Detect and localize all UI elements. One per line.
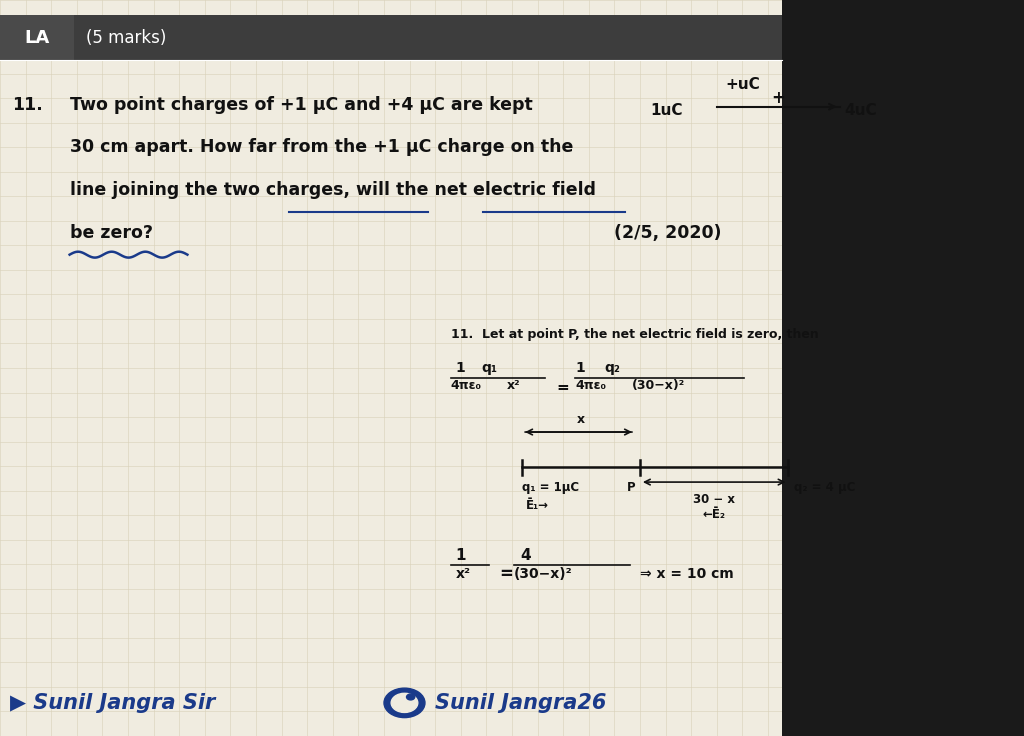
Text: q₂: q₂ <box>604 361 621 375</box>
Text: Two point charges of +1 μC and +4 μC are kept: Two point charges of +1 μC and +4 μC are… <box>70 96 532 113</box>
Text: x²: x² <box>507 379 520 392</box>
Text: 1: 1 <box>575 361 586 375</box>
Text: x: x <box>578 413 585 426</box>
Text: 1: 1 <box>456 548 466 563</box>
Text: ▶ Sunil Jangra Sir: ▶ Sunil Jangra Sir <box>10 693 215 713</box>
Text: 4: 4 <box>520 548 530 563</box>
Text: line joining the two charges, will the net electric field: line joining the two charges, will the n… <box>70 181 596 199</box>
Text: Ē₁→: Ē₁→ <box>526 499 549 512</box>
Text: ⇒ x = 10 cm: ⇒ x = 10 cm <box>640 567 734 581</box>
Text: +: + <box>771 89 785 107</box>
Text: (30−x)²: (30−x)² <box>514 567 572 581</box>
Text: q₂ = 4 μC: q₂ = 4 μC <box>794 481 855 494</box>
Text: x²: x² <box>456 567 471 581</box>
Text: (30−x)²: (30−x)² <box>632 379 685 392</box>
Text: 4πε₀: 4πε₀ <box>451 379 481 392</box>
Circle shape <box>384 688 425 718</box>
Circle shape <box>391 693 418 712</box>
Text: 4πε₀: 4πε₀ <box>575 379 606 392</box>
Text: 11.: 11. <box>12 96 43 113</box>
Text: 1uC: 1uC <box>650 103 683 118</box>
Bar <box>0 15 74 60</box>
Text: ←Ē₂: ←Ē₂ <box>702 508 726 521</box>
Text: 4uC: 4uC <box>845 103 878 118</box>
Bar <box>0 15 782 60</box>
Text: 30 cm apart. How far from the +1 μC charge on the: 30 cm apart. How far from the +1 μC char… <box>70 138 573 156</box>
Text: Sunil Jangra26: Sunil Jangra26 <box>435 693 606 713</box>
Text: (5 marks): (5 marks) <box>86 29 166 46</box>
Text: 30 − x: 30 − x <box>693 493 735 506</box>
Text: P: P <box>628 481 636 494</box>
Text: LA: LA <box>25 29 49 46</box>
Circle shape <box>407 694 415 700</box>
Text: (2/5, 2020): (2/5, 2020) <box>614 224 722 241</box>
Text: =: = <box>556 380 568 394</box>
Text: 1: 1 <box>456 361 466 375</box>
Text: q₁ = 1μC: q₁ = 1μC <box>522 481 580 494</box>
Text: =: = <box>500 565 514 583</box>
Text: +uC: +uC <box>725 77 760 92</box>
Text: 11.  Let at point P, the net electric field is zero, then: 11. Let at point P, the net electric fie… <box>451 328 818 341</box>
Text: q₁: q₁ <box>481 361 498 375</box>
Bar <box>782 0 1024 736</box>
Text: be zero?: be zero? <box>70 224 153 241</box>
